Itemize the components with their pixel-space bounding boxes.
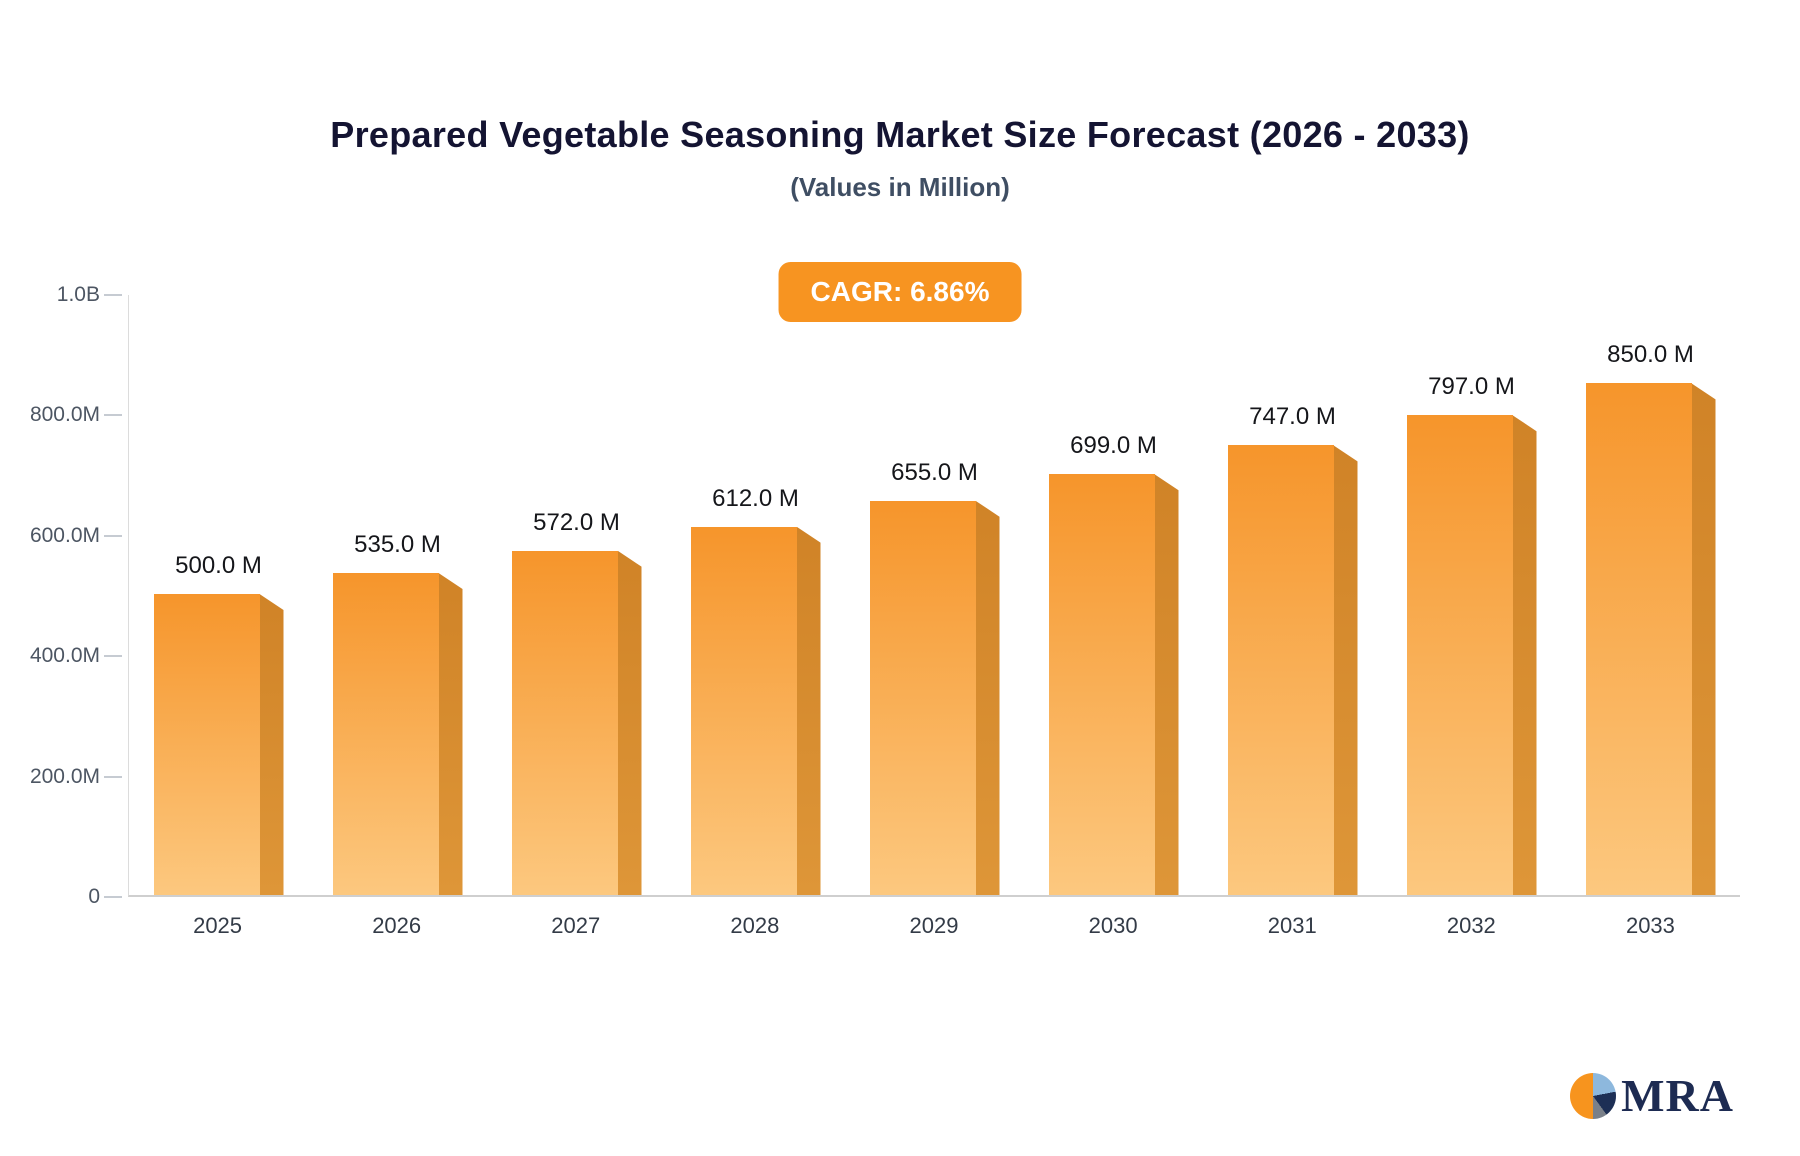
bar-front-face	[1227, 445, 1334, 895]
bar-front-face	[869, 500, 976, 895]
chart-title: Prepared Vegetable Seasoning Market Size…	[330, 114, 1470, 155]
bar-slot: 572.0 M	[487, 295, 666, 895]
pie-chart-icon	[1570, 1072, 1617, 1119]
bar-slot: 500.0 M	[129, 295, 308, 895]
bar-side-face	[438, 572, 463, 895]
x-axis-label: 2029	[909, 913, 959, 938]
bar-side-face	[1154, 474, 1179, 895]
y-axis-label: 600.0M	[29, 523, 100, 547]
x-axis-label: 2033	[1625, 913, 1675, 938]
x-axis-label: 2027	[551, 913, 601, 938]
bar-2026	[332, 572, 463, 895]
bar-value-label: 572.0 M	[533, 508, 620, 536]
bar-value-label: 612.0 M	[712, 484, 799, 512]
bar-2025	[153, 594, 284, 895]
brand-logo: MRA	[1570, 1069, 1734, 1122]
bar-side-face	[259, 594, 284, 895]
y-axis-tick	[104, 294, 122, 296]
x-axis-label: 2030	[1088, 913, 1138, 938]
bar-slot: 655.0 M	[845, 295, 1024, 895]
bar-front-face	[153, 594, 260, 895]
plot-area: 500.0 M 535.0 M 572.0 M 612.0 M 655.0 M 699.0…	[128, 295, 1740, 897]
bar-value-label: 850.0 M	[1607, 341, 1694, 369]
bar-side-face	[796, 526, 821, 895]
x-axis-label: 2031	[1267, 913, 1317, 938]
bar-slot: 850.0 M	[1561, 295, 1740, 895]
bar-front-face	[511, 550, 618, 895]
x-axis-label: 2032	[1446, 913, 1496, 938]
bar-side-face	[1512, 415, 1537, 895]
y-axis-tick	[104, 655, 122, 658]
y-axis-label: 0	[88, 885, 100, 908]
bar-slot: 797.0 M	[1382, 295, 1561, 895]
y-axis-tick	[104, 414, 122, 417]
chart-subtitle: (Values in Million)	[790, 172, 1010, 202]
bar-front-face	[1048, 474, 1155, 895]
bar-side-face	[1691, 383, 1716, 895]
bar-value-label: 747.0 M	[1249, 403, 1336, 431]
bar-2033	[1585, 383, 1716, 895]
bar-slot: 747.0 M	[1203, 295, 1382, 895]
bar-value-label: 500.0 M	[175, 552, 262, 579]
bar-value-label: 797.0 M	[1428, 373, 1515, 401]
bar-side-face	[975, 500, 1000, 895]
bar-2028	[690, 526, 821, 895]
bar-side-face	[1333, 445, 1358, 895]
bar-front-face	[690, 526, 797, 895]
bar-2029	[869, 500, 1000, 895]
bar-2027	[511, 550, 642, 895]
x-axis-label: 2028	[730, 913, 780, 938]
bar-2032	[1406, 415, 1537, 895]
bar-slot: 612.0 M	[666, 295, 845, 895]
y-axis-label: 800.0M	[29, 403, 100, 427]
bar-front-face	[332, 572, 439, 895]
bar-2030	[1048, 474, 1179, 895]
bar-side-face	[617, 550, 642, 895]
bar-front-face	[1406, 415, 1513, 895]
bar-slot: 699.0 M	[1024, 295, 1203, 895]
chart-area: 1.0B 800.0M 600.0M 400.0M 200.0M 0 500.0 M 535…	[30, 283, 1740, 938]
y-axis-label: 1.0B	[56, 283, 100, 306]
x-axis-label: 2026	[372, 913, 422, 938]
y-axis-tick	[104, 775, 122, 778]
y-axis-label: 400.0M	[29, 644, 100, 668]
y-axis-tick	[104, 896, 122, 898]
bar-value-label: 699.0 M	[1070, 432, 1157, 460]
bar-front-face	[1585, 383, 1692, 895]
y-axis-tick	[104, 534, 122, 537]
x-axis-label: 2025	[193, 913, 243, 938]
y-axis-label: 200.0M	[29, 764, 100, 788]
bar-slot: 535.0 M	[308, 295, 487, 895]
bar-value-label: 535.0 M	[354, 530, 441, 558]
brand-name: MRA	[1621, 1070, 1734, 1121]
x-axis: 2025 2026 2027 2028 2029 2030 2031 2032 2033	[128, 913, 1740, 939]
bar-2031	[1227, 445, 1358, 895]
cagr-badge: CAGR: 6.86%	[778, 262, 1022, 322]
bar-value-label: 655.0 M	[891, 458, 978, 486]
